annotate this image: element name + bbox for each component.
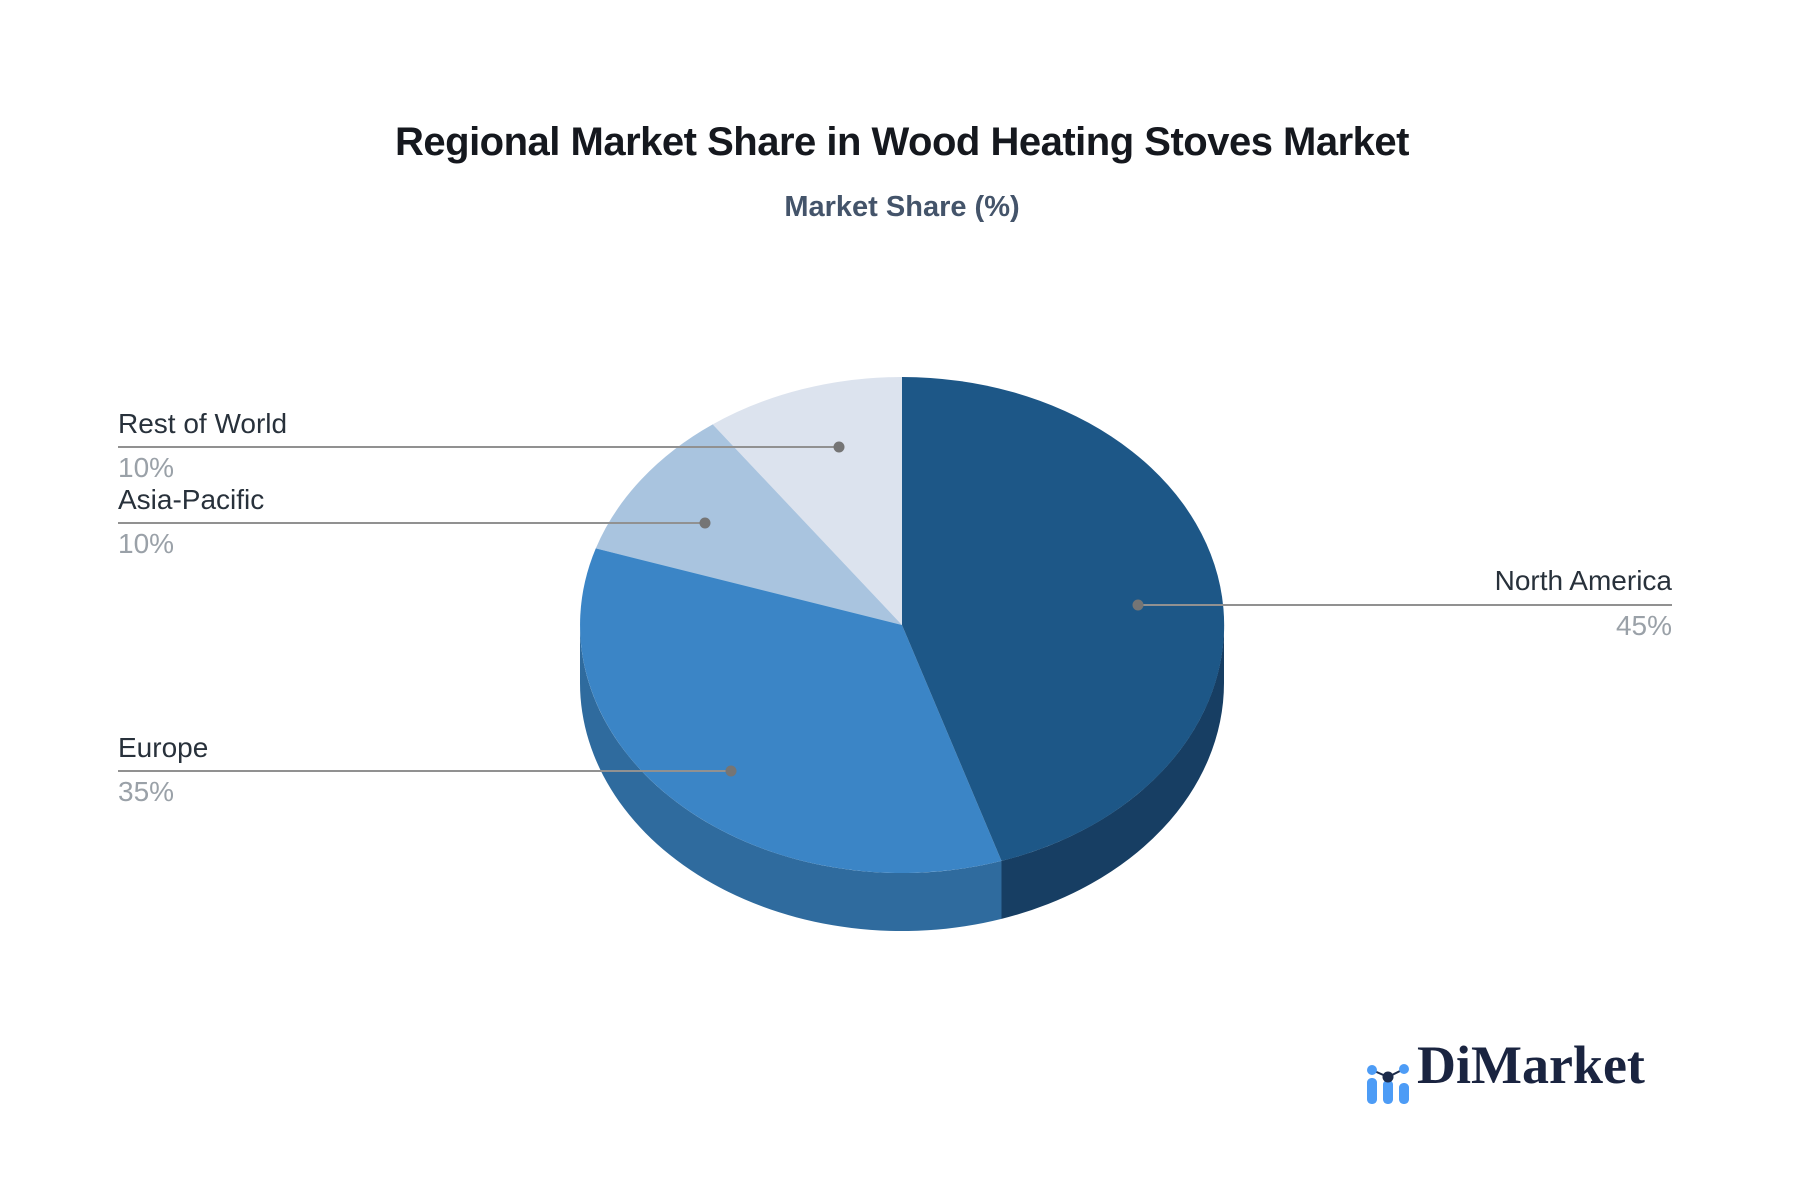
pie-slice-asia-pacific[interactable] <box>595 424 902 625</box>
dimarket-logo-text: DiMarket <box>1417 1035 1645 1095</box>
slice-pct-europe: 35% <box>118 776 175 807</box>
logo-bar <box>1399 1083 1409 1104</box>
pie-side-europe[interactable] <box>580 625 1002 932</box>
chart-subtitle: Market Share (%) <box>784 191 1020 223</box>
slice-label-europe: Europe <box>118 732 209 763</box>
pie-side-north-america[interactable] <box>1001 625 1225 919</box>
slice-pct-north-america: 45% <box>1615 610 1672 641</box>
logo-dot <box>1382 1071 1394 1083</box>
logo-dot <box>1399 1064 1409 1074</box>
chart-title: Regional Market Share in Wood Heating St… <box>395 120 1410 164</box>
callout-dot-north-america <box>1132 599 1144 611</box>
pie-slices <box>580 376 1225 932</box>
slice-label-north-america: North America <box>1494 565 1672 596</box>
dimarket-logo: DiMarket <box>1360 1032 1650 1104</box>
pie-slice-north-america[interactable] <box>902 376 1225 861</box>
callout-dot-rest-of-world <box>833 441 845 453</box>
slice-pct-asia-pacific: 10% <box>118 528 175 559</box>
callout-lines <box>118 441 1672 777</box>
callout-dot-asia-pacific <box>699 517 711 529</box>
slice-label-rest-of-world: Rest of World <box>118 408 288 439</box>
bar-line-chart-icon <box>1367 1064 1409 1104</box>
logo-bar <box>1367 1078 1377 1104</box>
pie-slice-europe[interactable] <box>580 548 1002 874</box>
slice-label-asia-pacific: Asia-Pacific <box>118 484 265 515</box>
callout-dot-europe <box>725 765 737 777</box>
pie-slice-rest-of-world[interactable] <box>712 377 902 625</box>
slice-pct-rest-of-world: 10% <box>118 452 175 483</box>
logo-bar <box>1383 1080 1393 1104</box>
logo-dot <box>1367 1065 1377 1075</box>
